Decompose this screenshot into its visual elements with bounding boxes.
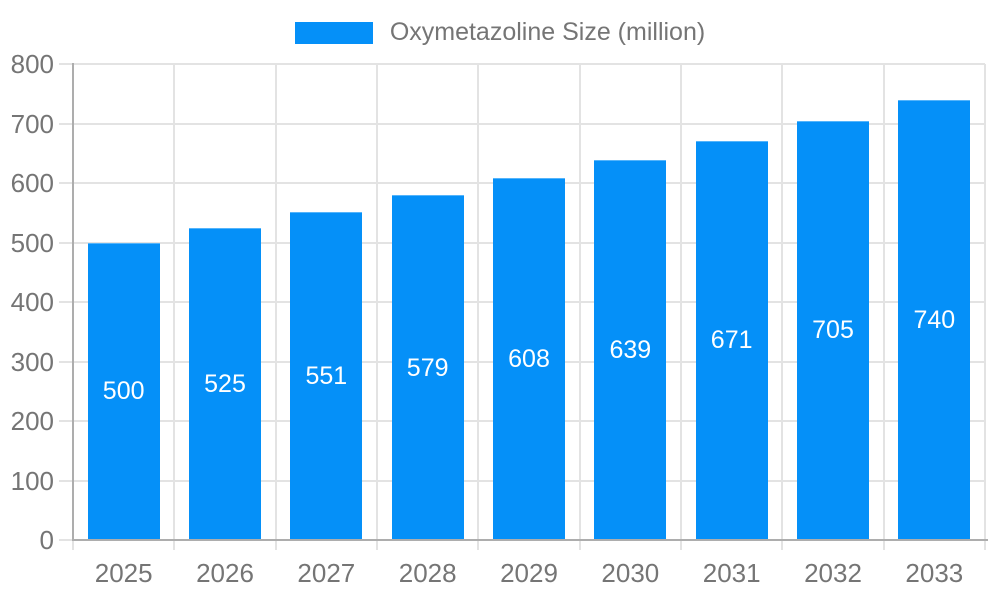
- x-axis-line: [72, 539, 988, 541]
- x-axis-label: 2032: [804, 558, 862, 588]
- bar-value-label: 525: [204, 369, 246, 398]
- x-axis-label: 2033: [905, 558, 964, 588]
- y-axis-label: 800: [10, 49, 54, 79]
- y-tick: [59, 301, 73, 303]
- bar-2028[interactable]: 579: [391, 195, 464, 540]
- y-axis-label: 700: [10, 108, 54, 139]
- y-gridline: [73, 122, 985, 125]
- y-axis-label: 200: [10, 406, 54, 436]
- y-tick: [59, 420, 73, 422]
- bar-value-label: 671: [710, 326, 753, 355]
- category-boundary-gridline: [781, 64, 784, 550]
- legend-swatch-icon: [294, 21, 373, 44]
- x-axis-label: 2025: [94, 558, 153, 588]
- y-axis-line: [72, 63, 74, 541]
- y-axis-label: 100: [10, 465, 54, 496]
- bar-value-label: 579: [406, 353, 449, 382]
- category-boundary-gridline: [984, 64, 986, 550]
- y-tick: [59, 479, 73, 482]
- bar-2033[interactable]: 740: [898, 99, 971, 540]
- y-tick: [59, 63, 73, 65]
- legend[interactable]: Oxymetazoline Size (million): [0, 18, 1000, 47]
- y-gridline: [73, 63, 985, 65]
- bar-value-label: 608: [508, 345, 550, 374]
- bar-2032[interactable]: 705: [797, 120, 869, 540]
- x-axis-label: 2026: [196, 558, 254, 588]
- y-axis-label: 600: [10, 168, 54, 198]
- legend-label: Oxymetazoline Size (million): [389, 18, 706, 46]
- bar-2031[interactable]: 671: [695, 140, 768, 540]
- bar-value-label: 705: [812, 316, 854, 345]
- category-boundary-gridline: [680, 64, 682, 550]
- x-axis-label: 2027: [297, 558, 356, 588]
- bar-value-label: 500: [102, 377, 145, 406]
- y-axis-label: 0: [39, 525, 54, 555]
- bar-value-label: 551: [305, 362, 348, 391]
- bar-value-label: 740: [913, 305, 956, 334]
- x-axis-label: 2030: [601, 558, 660, 588]
- y-tick: [59, 122, 73, 125]
- y-axis-label: 400: [10, 287, 54, 317]
- bar-2027[interactable]: 551: [290, 212, 363, 540]
- bar-2025[interactable]: 500: [87, 242, 160, 540]
- category-boundary-gridline: [578, 64, 581, 550]
- y-axis-label: 300: [10, 346, 54, 377]
- x-axis-label: 2028: [398, 558, 457, 588]
- category-boundary-gridline: [173, 64, 176, 550]
- bar-2030[interactable]: 639: [594, 159, 667, 540]
- category-boundary-gridline: [376, 64, 378, 550]
- x-axis-label: 2029: [500, 558, 558, 588]
- plot-area: 0 100 200 300 400 500 600 700 800 500 2025 525 2026 5…: [11, 49, 988, 588]
- y-tick: [59, 241, 73, 244]
- category-boundary-gridline: [477, 64, 480, 550]
- category-boundary-gridline: [274, 64, 277, 550]
- bar-2026[interactable]: 525: [189, 227, 261, 540]
- category-boundary-gridline: [882, 64, 885, 550]
- y-tick: [59, 360, 73, 363]
- y-tick: [59, 539, 73, 541]
- y-tick: [59, 182, 73, 184]
- bar-value-label: 639: [609, 335, 652, 364]
- bar-2029[interactable]: 608: [493, 178, 565, 540]
- y-axis-label: 500: [10, 227, 54, 258]
- x-axis-label: 2031: [702, 558, 761, 588]
